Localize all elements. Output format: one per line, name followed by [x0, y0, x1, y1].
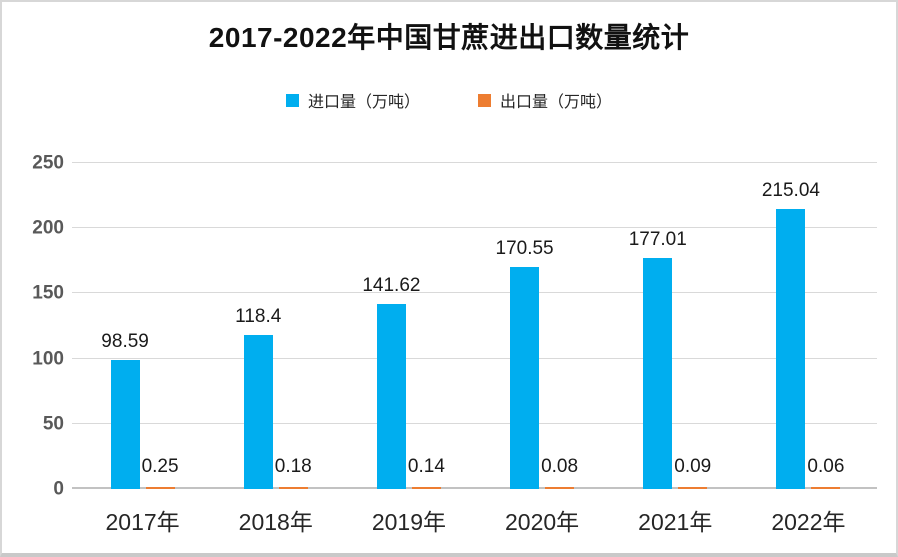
- import-bar: [376, 304, 406, 489]
- legend-import-swatch: [285, 93, 299, 107]
- category-group: 98.59 0.25 2017年: [101, 163, 179, 535]
- x-axis-label: 2017年: [105, 509, 180, 535]
- chart-title: 2017-2022年中国甘蔗进出口数量统计: [208, 22, 690, 53]
- import-bar: [776, 208, 806, 489]
- category-group: 177.01 0.09 2021年: [629, 163, 713, 535]
- import-bar: [643, 258, 673, 489]
- export-bar: [545, 487, 575, 489]
- x-axis-label: 2018年: [238, 509, 313, 535]
- legend-export-swatch: [478, 93, 491, 107]
- y-axis-tick-label: 50: [42, 413, 64, 435]
- y-axis-tick-label: 150: [32, 282, 64, 304]
- export-value-label: 0.25: [141, 456, 179, 477]
- export-value-label: 0.08: [541, 456, 579, 477]
- export-bar: [145, 487, 175, 489]
- y-axis-tick-label: 100: [32, 348, 64, 370]
- import-bar: [510, 266, 540, 489]
- export-value-label: 0.06: [807, 456, 845, 477]
- import-value-label: 98.59: [101, 331, 149, 353]
- export-bar: [811, 487, 841, 489]
- category-group: 118.4 0.18 2018年: [235, 163, 313, 535]
- export-bar: [678, 487, 708, 489]
- legend: 进口量（万吨） 出口量（万吨）: [2, 88, 896, 112]
- y-axis-tick-label: 200: [32, 217, 64, 239]
- gridline: [72, 357, 877, 359]
- x-axis-label: 2021年: [638, 509, 713, 535]
- gridline: [72, 227, 877, 229]
- legend-item-import: 进口量（万吨）: [285, 88, 420, 112]
- export-bar: [411, 487, 441, 489]
- export-value-label: 0.18: [274, 456, 312, 477]
- import-value-label: 118.4: [235, 305, 282, 327]
- export-bar: [278, 487, 308, 489]
- export-value-label: 0.14: [407, 456, 445, 477]
- legend-import-label: 进口量（万吨）: [307, 94, 420, 111]
- import-value-label: 141.62: [362, 275, 421, 297]
- import-value-label: 215.04: [761, 179, 820, 201]
- x-axis-label: 2020年: [504, 509, 580, 535]
- export-value-label: 0.09: [674, 456, 712, 477]
- import-bar: [110, 360, 140, 489]
- gridline: [72, 162, 877, 163]
- x-axis-label: 2022年: [771, 509, 846, 535]
- y-axis-tick-label: 0: [53, 478, 64, 500]
- x-axis-label: 2019年: [371, 509, 446, 535]
- category-group: 170.55 0.08 2020年: [496, 163, 580, 535]
- import-value-label: 170.55: [495, 237, 554, 259]
- category-group: 141.62 0.14 2019年: [362, 163, 446, 535]
- x-axis-line: [72, 487, 877, 489]
- legend-item-export: 出口量（万吨）: [478, 88, 612, 112]
- import-bar: [243, 334, 273, 489]
- category-group: 215.04 0.06 2022年: [762, 163, 846, 535]
- plot-area: 0 50 100 150 200 250 98.59 0.25 2017年 118.4 0.18 20…: [32, 154, 877, 535]
- import-value-label: 177.01: [628, 229, 687, 251]
- gridline: [72, 292, 877, 294]
- y-axis-tick-label: 250: [32, 152, 64, 174]
- legend-export-label: 出口量（万吨）: [500, 94, 613, 111]
- gridline: [72, 422, 877, 424]
